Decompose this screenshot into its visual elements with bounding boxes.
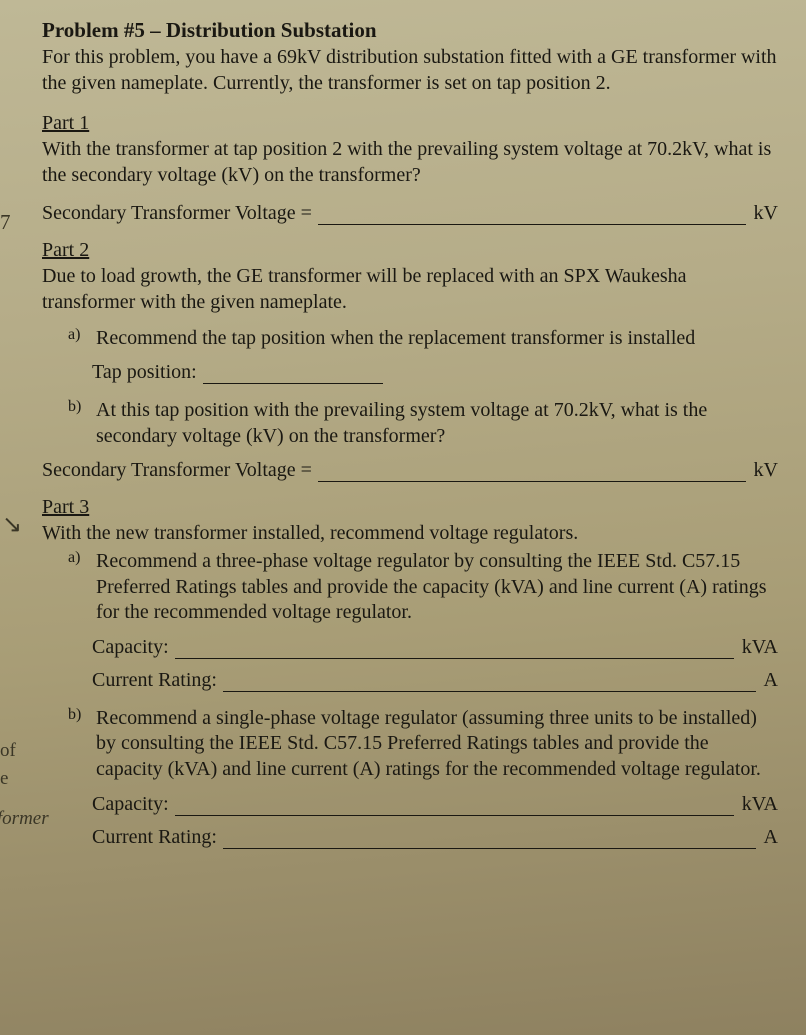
problem-title: Problem #5 – Distribution Substation [42, 18, 778, 43]
part3a-cap-blank[interactable] [175, 639, 734, 659]
part3b-cur-blank[interactable] [223, 829, 756, 849]
part2a-letter: a) [68, 326, 92, 344]
part3a-cur-blank[interactable] [223, 672, 756, 692]
part2b-blank[interactable] [318, 462, 746, 482]
part3b-cur-label: Current Rating: [92, 826, 217, 849]
part1-answer-row: Secondary Transformer Voltage = kV [42, 202, 778, 225]
part3a-cap-unit: kVA [742, 636, 778, 659]
part1-blank[interactable] [318, 205, 746, 225]
part2b-answer-row: Secondary Transformer Voltage = kV [42, 459, 778, 482]
part3a-cap-label: Capacity: [92, 636, 169, 659]
part3b: b) Recommend a single-phase voltage regu… [68, 706, 778, 783]
part3a-cur-unit: A [764, 669, 778, 692]
part3b-cap-blank[interactable] [175, 796, 734, 816]
part3a-capacity-row: Capacity: kVA [92, 636, 778, 659]
part2b-unit: kV [754, 459, 778, 482]
part3a-current-row: Current Rating: A [92, 669, 778, 692]
part2b-answer-label: Secondary Transformer Voltage = [42, 459, 312, 482]
margin-arrow-icon: ↘ [2, 510, 22, 539]
part3a-text: Recommend a three-phase voltage regulato… [96, 549, 776, 626]
margin-note-7: 7 [0, 210, 11, 235]
part3b-cap-label: Capacity: [92, 793, 169, 816]
part3b-current-row: Current Rating: A [92, 826, 778, 849]
part3b-cap-unit: kVA [742, 793, 778, 816]
worksheet-page: Problem #5 – Distribution Substation For… [0, 0, 806, 867]
part3b-letter: b) [68, 706, 92, 724]
part2a-answer-row: Tap position: [92, 361, 452, 384]
part3b-capacity-row: Capacity: kVA [92, 793, 778, 816]
part2a-answer-label: Tap position: [92, 361, 197, 384]
part3-text: With the new transformer installed, reco… [42, 521, 778, 547]
margin-note-former: nsformer [0, 808, 49, 830]
part2-header: Part 2 [42, 239, 778, 262]
problem-intro: For this problem, you have a 69kV distri… [42, 45, 778, 96]
part3b-cur-unit: A [764, 826, 778, 849]
part2b-letter: b) [68, 398, 92, 416]
part3b-text: Recommend a single-phase voltage regulat… [96, 706, 776, 783]
part2a-text: Recommend the tap position when the repl… [96, 326, 776, 352]
part2b-text: At this tap position with the prevailing… [96, 398, 776, 449]
part2a-blank[interactable] [203, 364, 383, 384]
part3a: a) Recommend a three-phase voltage regul… [68, 549, 778, 626]
part1-answer-label: Secondary Transformer Voltage = [42, 202, 312, 225]
margin-note-e: e [0, 768, 8, 790]
part2a: a) Recommend the tap position when the r… [68, 326, 778, 352]
part1-text: With the transformer at tap position 2 w… [42, 137, 778, 188]
part3a-cur-label: Current Rating: [92, 669, 217, 692]
part1-header: Part 1 [42, 112, 778, 135]
part3a-letter: a) [68, 549, 92, 567]
margin-note-of: of [0, 740, 16, 762]
part1-unit: kV [754, 202, 778, 225]
part2-text: Due to load growth, the GE transformer w… [42, 264, 778, 315]
part3-header: Part 3 [42, 496, 778, 519]
part2b: b) At this tap position with the prevail… [68, 398, 778, 449]
